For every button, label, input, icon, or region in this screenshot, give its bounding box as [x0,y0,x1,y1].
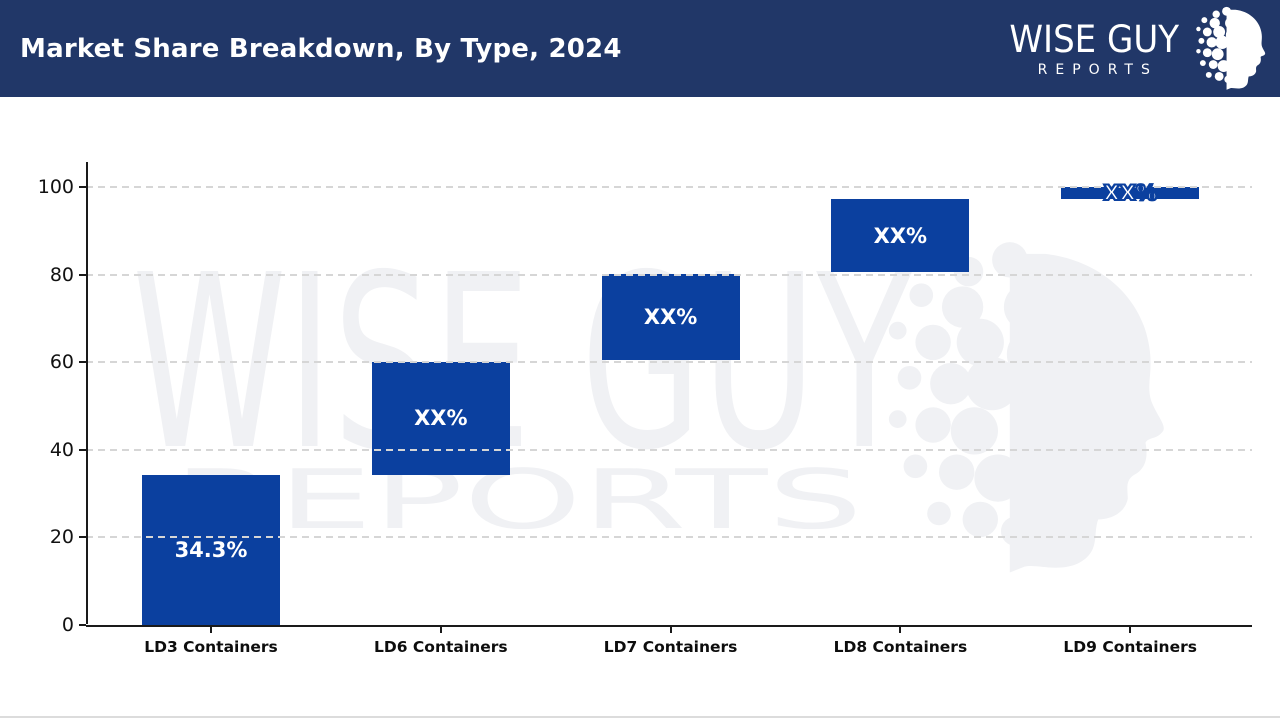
brand-name: WISE GUY [1008,17,1179,61]
x-tick-mark [210,627,212,633]
x-axis-category-label: LD3 Containers [144,638,278,656]
bottom-divider [0,716,1280,718]
y-tick-mark [79,273,86,276]
bar-segment [142,474,280,625]
wiseguy-head-icon [1196,6,1266,90]
x-tick-mark [669,627,672,633]
y-axis-tick-label: 100 [37,176,74,199]
brand-subtitle: REPORTS [1037,61,1158,78]
bar-value-label: XX% [643,304,698,329]
bar-value-label: XX% [414,406,468,431]
y-axis-tick-label: 0 [61,614,74,636]
x-tick-mark [1129,627,1132,633]
watermark-head-icon [888,242,1164,573]
chart-title: Market Share Breakdown, By Type, 2024 [20,33,622,64]
x-axis-category-label: LD9 Containers [1063,638,1197,656]
brand-logo: WISE GUY REPORTS [1002,0,1268,97]
bar-value-label: XX% [1102,180,1157,206]
gridline-100 [86,186,1252,189]
y-axis-line [86,162,88,624]
y-tick-mark [79,536,86,539]
bar-segment [1061,186,1200,199]
x-axis-category-label: LD6 Containers [374,638,508,656]
y-axis-tick-label: 80 [49,263,74,286]
gridline-40 [86,448,1252,451]
bar-value-label: XX% [873,223,928,248]
brand-logo-text: WISE GUY REPORTS [1002,21,1186,77]
bar-segment [831,198,970,273]
x-axis-line [86,625,1252,627]
bar-segment [371,361,510,475]
bar-segment [601,273,740,361]
watermark-line1: WISE GUY [132,236,913,503]
y-tick-mark [79,186,86,189]
y-axis-tick-label: 20 [49,526,74,549]
header-bar: Market Share Breakdown, By Type, 2024 WI… [0,0,1280,97]
y-axis-tick-label: 60 [49,351,74,374]
x-tick-mark [439,627,442,633]
bar-value-label: 34.3% [174,537,248,562]
y-tick-mark [79,624,86,626]
x-tick-mark [899,627,902,633]
gridline-60 [86,361,1252,364]
gridline-80 [86,273,1252,276]
gridline-20 [86,536,1252,539]
watermark: WISE GUY REPORTS [132,236,1164,573]
watermark-line2: REPORTS [173,453,863,548]
plot-area: WISE GUY REPORTS 0 20 40 60 80 100 34.3% LD3 Co… [0,97,1280,717]
y-tick-mark [79,361,86,364]
y-tick-mark [79,448,86,451]
x-axis-category-label: LD8 Containers [833,638,968,656]
x-axis-category-label: LD7 Containers [603,638,738,656]
y-axis-tick-label: 40 [49,438,74,461]
